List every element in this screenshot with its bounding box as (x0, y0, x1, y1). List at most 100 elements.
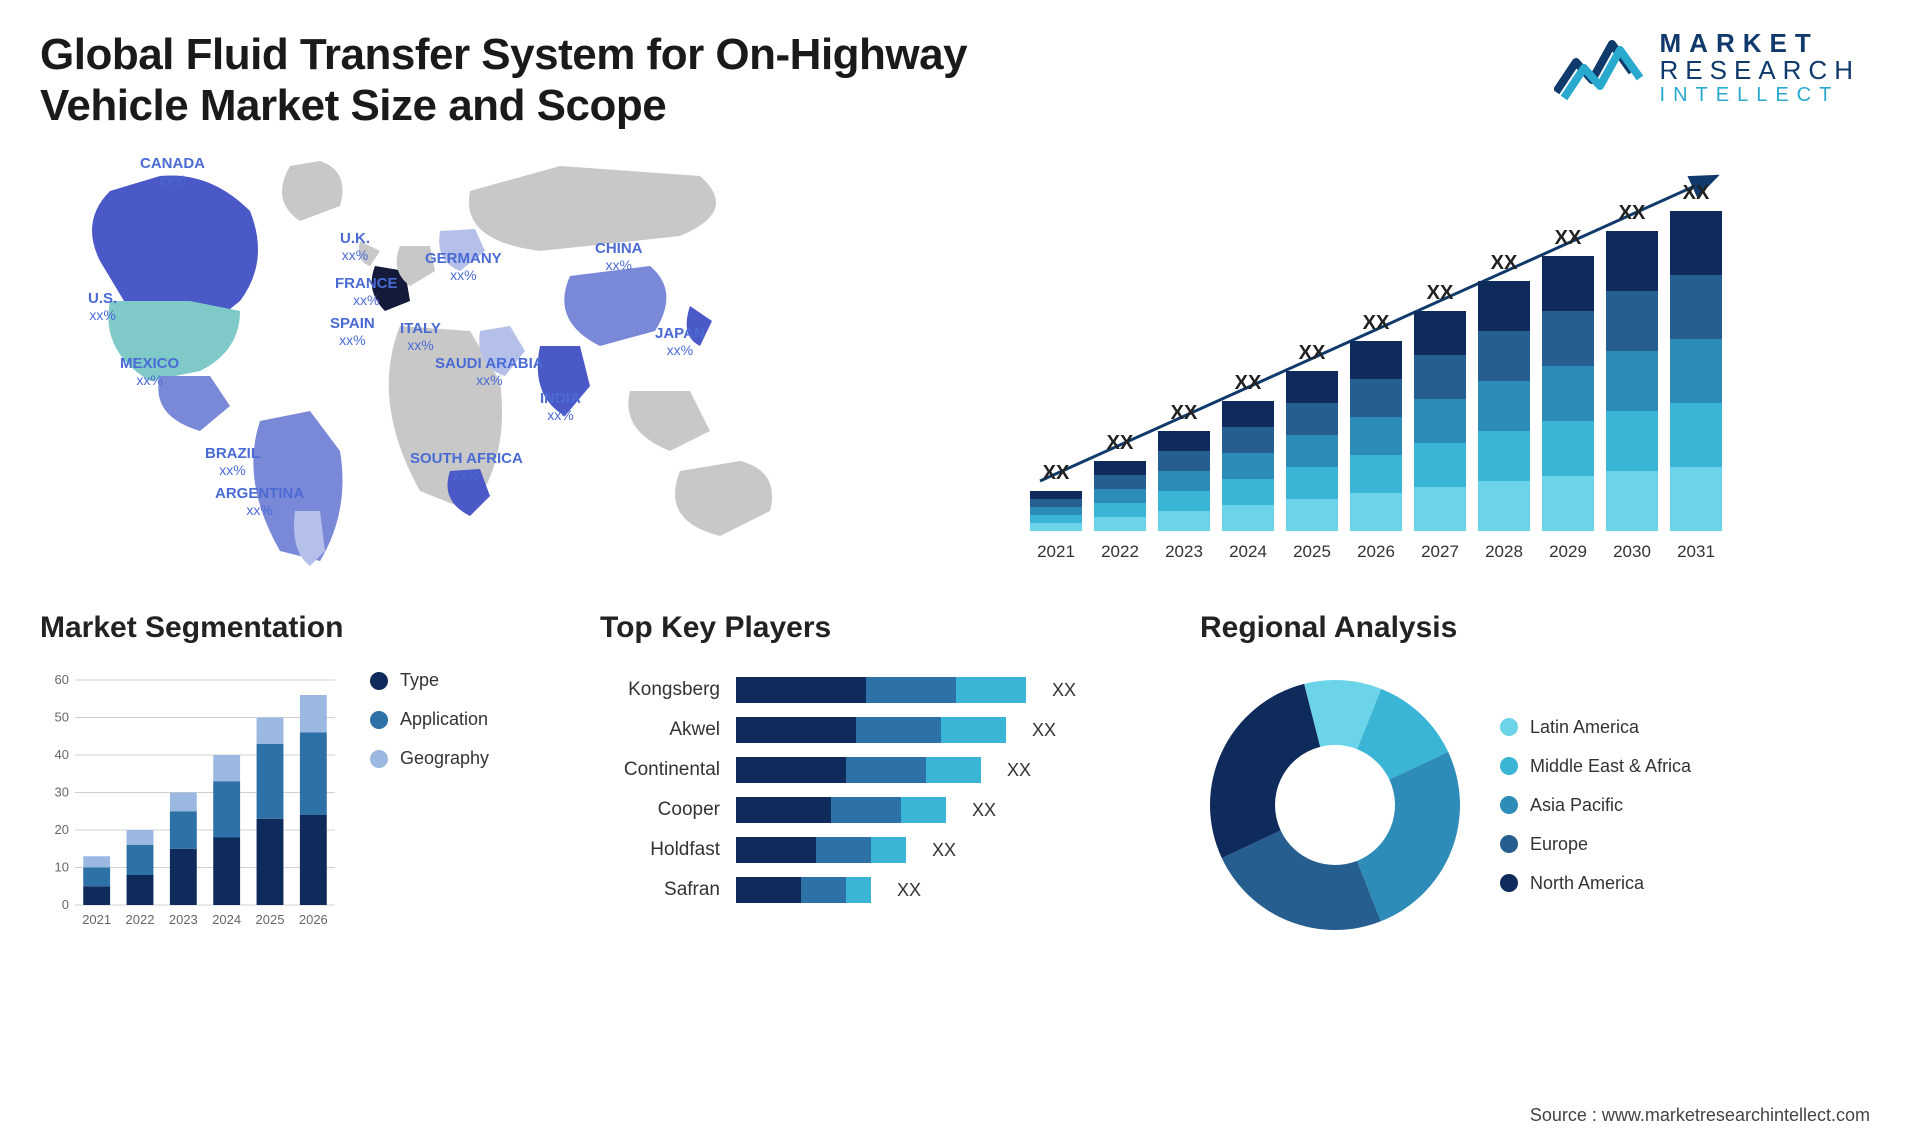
player-bar (736, 877, 871, 903)
svg-text:XX: XX (1683, 182, 1710, 204)
player-name: Akwel (600, 719, 720, 741)
svg-text:XX: XX (1555, 227, 1582, 249)
map-label-brazil: BRAZILxx% (205, 446, 260, 478)
source-attribution: Source : www.marketresearchintellect.com (1530, 1105, 1870, 1126)
svg-text:60: 60 (55, 672, 69, 687)
svg-text:2024: 2024 (212, 912, 241, 927)
svg-text:40: 40 (55, 747, 69, 762)
segmentation-panel: Market Segmentation 0 10 20 30 40 50 60 2021 202… (40, 611, 540, 940)
map-label-saudi-arabia: SAUDI ARABIAxx% (435, 356, 544, 388)
player-bar (736, 837, 906, 863)
player-bar (736, 677, 1026, 703)
svg-text:2022: 2022 (126, 912, 155, 927)
svg-text:50: 50 (55, 710, 69, 725)
world-map-region: CANADAxx% U.S.xx% MEXICOxx% BRAZILxx% ARGENT… (40, 151, 920, 571)
player-value: XX (932, 840, 956, 861)
segmentation-legend-item: Geography (370, 748, 489, 769)
player-bar (736, 717, 1006, 743)
map-label-japan: JAPANxx% (655, 326, 705, 358)
svg-text:XX: XX (1171, 402, 1198, 424)
svg-text:2026: 2026 (1357, 542, 1395, 561)
map-label-spain: SPAINxx% (330, 316, 375, 348)
map-label-france: FRANCExx% (335, 276, 398, 308)
svg-text:XX: XX (1427, 282, 1454, 304)
svg-text:30: 30 (55, 785, 69, 800)
map-label-u-s-: U.S.xx% (88, 291, 117, 323)
players-title: Top Key Players (600, 611, 1140, 645)
regional-legend-item: Europe (1500, 834, 1691, 855)
svg-text:2029: 2029 (1549, 542, 1587, 561)
regional-legend: Latin America Middle East & Africa Asia Pa… (1500, 717, 1691, 894)
player-value: XX (1007, 760, 1031, 781)
player-row: Safran XX (600, 870, 1080, 910)
logo-icon (1554, 32, 1644, 104)
map-label-canada: CANADAxx% (140, 156, 205, 188)
segmentation-legend-item: Application (370, 709, 489, 730)
svg-text:20: 20 (55, 822, 69, 837)
svg-text:0: 0 (62, 897, 69, 912)
regional-legend-item: Asia Pacific (1500, 795, 1691, 816)
brand-logo: MARKET RESEARCH INTELLECT (1554, 30, 1860, 106)
player-row: Continental XX (600, 750, 1080, 790)
player-row: Holdfast XX (600, 830, 1080, 870)
map-label-mexico: MEXICOxx% (120, 356, 179, 388)
svg-text:2028: 2028 (1485, 542, 1523, 561)
svg-text:2025: 2025 (1293, 542, 1331, 561)
player-bar (736, 797, 946, 823)
map-label-argentina: ARGENTINAxx% (215, 486, 304, 518)
regional-panel: Regional Analysis Latin America Middle Ea… (1200, 611, 1880, 940)
svg-text:2023: 2023 (1165, 542, 1203, 561)
svg-text:XX: XX (1235, 372, 1262, 394)
segmentation-chart: 0 10 20 30 40 50 60 2021 2022 2023 2024 2025 2026 (40, 670, 340, 930)
map-label-china: CHINAxx% (595, 241, 643, 273)
player-row: KongsbergXX (600, 670, 1080, 710)
player-row: Cooper XX (600, 790, 1080, 830)
regional-legend-item: Latin America (1500, 717, 1691, 738)
player-value: XX (1052, 680, 1076, 701)
map-label-india: INDIAxx% (540, 391, 581, 423)
svg-text:2021: 2021 (1037, 542, 1075, 561)
player-value: XX (897, 880, 921, 901)
svg-text:2027: 2027 (1421, 542, 1459, 561)
svg-text:XX: XX (1491, 252, 1518, 274)
player-value: XX (1032, 720, 1056, 741)
player-name: Safran (600, 879, 720, 901)
svg-text:XX: XX (1363, 312, 1390, 334)
player-row: Akwel XX (600, 710, 1080, 750)
svg-text:2025: 2025 (256, 912, 285, 927)
player-value: XX (972, 800, 996, 821)
svg-text:XX: XX (1299, 342, 1326, 364)
regional-title: Regional Analysis (1200, 611, 1880, 645)
logo-line3: INTELLECT (1660, 85, 1860, 106)
svg-text:2024: 2024 (1229, 542, 1267, 561)
map-label-italy: ITALYxx% (400, 321, 441, 353)
regional-legend-item: North America (1500, 873, 1691, 894)
svg-text:2026: 2026 (299, 912, 328, 927)
page-title: Global Fluid Transfer System for On-High… (40, 30, 1090, 131)
forecast-chart: XX 2021 XX 2022 XX 2023 XX 2024 XX 2025 XX 2026 XX 20… (960, 151, 1880, 571)
svg-text:XX: XX (1043, 462, 1070, 484)
regional-legend-item: Middle East & Africa (1500, 756, 1691, 777)
segmentation-legend: Type Application Geography (370, 670, 489, 769)
segmentation-title: Market Segmentation (40, 611, 540, 645)
player-bar (736, 757, 981, 783)
svg-text:2023: 2023 (169, 912, 198, 927)
player-name: Continental (600, 759, 720, 781)
logo-line1: MARKET (1660, 30, 1860, 57)
map-label-south-africa: SOUTH AFRICAxx% (410, 451, 523, 483)
map-label-germany: GERMANYxx% (425, 251, 502, 283)
svg-text:2021: 2021 (82, 912, 111, 927)
svg-text:XX: XX (1107, 432, 1134, 454)
svg-text:2030: 2030 (1613, 542, 1651, 561)
player-name: Holdfast (600, 839, 720, 861)
svg-text:2031: 2031 (1677, 542, 1715, 561)
logo-line2: RESEARCH (1660, 57, 1860, 84)
players-panel: Top Key Players KongsbergXXAkwelXXContin… (600, 611, 1140, 940)
segmentation-legend-item: Type (370, 670, 489, 691)
player-name: Cooper (600, 799, 720, 821)
map-label-u-k-: U.K.xx% (340, 231, 370, 263)
svg-text:XX: XX (1619, 202, 1646, 224)
players-chart: KongsbergXXAkwelXXContinentalXXCooperXXH… (600, 670, 1080, 910)
svg-text:10: 10 (55, 860, 69, 875)
svg-text:2022: 2022 (1101, 542, 1139, 561)
